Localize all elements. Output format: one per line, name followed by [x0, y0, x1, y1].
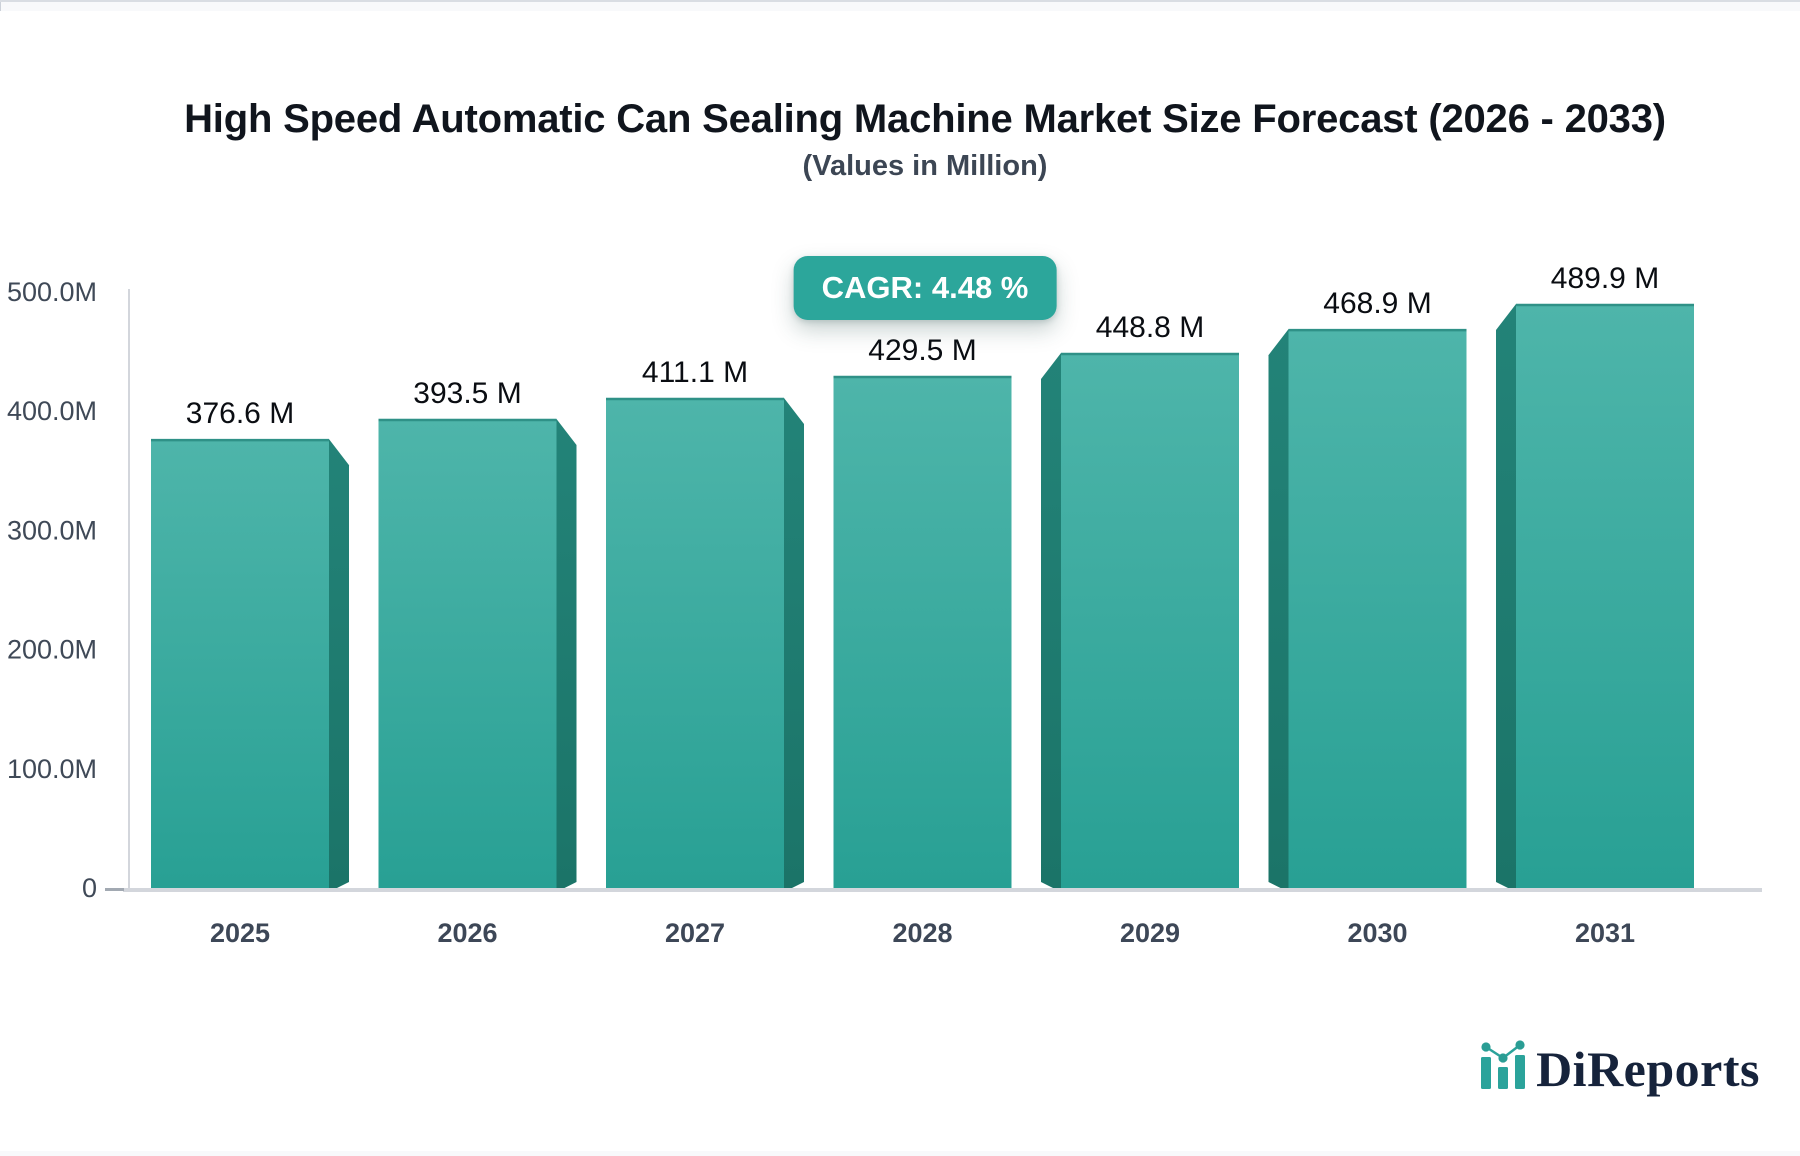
y-tick-label-200.0M: 200.0M — [7, 635, 97, 665]
y-tick-label-0: 0 — [82, 873, 97, 903]
bar-value-label-2025: 376.6 M — [186, 397, 294, 430]
bar-front-face — [151, 439, 329, 888]
chart-subtitle: (Values in Million) — [802, 150, 1048, 182]
zero-tick-dash — [105, 888, 124, 891]
bar-front-face — [378, 418, 557, 888]
y-tick-label-500.0M: 500.0M — [7, 277, 97, 307]
top-edge-strip — [0, 2, 1800, 11]
x-tick-label-2030: 2030 — [1347, 918, 1407, 948]
bar-value-label-2027: 411.1 M — [642, 356, 748, 389]
bar-2030[interactable]: 468.9 M — [1268, 287, 1467, 889]
bar-value-label-2028: 429.5 M — [868, 334, 976, 367]
bar-side-face — [1268, 329, 1289, 889]
bar-side-face — [1041, 353, 1061, 888]
x-tick-label-2031: 2031 — [1575, 918, 1635, 948]
x-tick-label-2026: 2026 — [437, 918, 497, 948]
bar-2026[interactable]: 393.5 M — [378, 377, 577, 888]
bar-front-face — [606, 397, 784, 888]
brand-name: DiReports — [1536, 1040, 1760, 1097]
x-tick-label-2025: 2025 — [210, 918, 270, 948]
chart-title: High Speed Automatic Can Sealing Machine… — [184, 97, 1666, 141]
bar-side-face — [556, 418, 577, 888]
bar-side-face — [329, 439, 349, 888]
bar-line-chart-icon — [1481, 1040, 1526, 1089]
bar-front-face — [833, 376, 1012, 888]
y-tick-label-300.0M: 300.0M — [7, 515, 97, 545]
bar-value-label-2026: 393.5 M — [413, 377, 521, 410]
brand-logo: DiReports — [1478, 1040, 1760, 1095]
bottom-edge-strip — [0, 1151, 1800, 1156]
bar-2025[interactable]: 376.6 M — [151, 397, 349, 888]
bar-2029[interactable]: 448.8 M — [1041, 311, 1239, 888]
bar-side-face — [784, 397, 804, 888]
cagr-badge: CAGR: 4.48 % — [793, 256, 1057, 320]
x-tick-label-2029: 2029 — [1120, 918, 1180, 948]
bar-front-face — [1516, 304, 1694, 889]
bar-value-label-2030: 468.9 M — [1323, 287, 1431, 320]
y-axis-line — [128, 289, 130, 888]
bar-front-face — [1061, 353, 1239, 888]
x-axis-line — [123, 888, 1762, 892]
bar-side-face — [1496, 304, 1516, 889]
x-tick-label-2027: 2027 — [665, 918, 725, 948]
bar-value-label-2031: 489.9 M — [1551, 262, 1659, 295]
bar-value-label-2029: 448.8 M — [1096, 311, 1204, 344]
bar-2028[interactable]: 429.5 M — [833, 334, 1012, 888]
y-tick-label-400.0M: 400.0M — [7, 396, 97, 426]
bar-2031[interactable]: 489.9 M — [1496, 262, 1694, 889]
bar-2027[interactable]: 411.1 M — [606, 356, 804, 888]
x-tick-label-2028: 2028 — [892, 918, 952, 948]
y-tick-label-100.0M: 100.0M — [7, 754, 97, 784]
bar-front-face — [1288, 329, 1467, 889]
